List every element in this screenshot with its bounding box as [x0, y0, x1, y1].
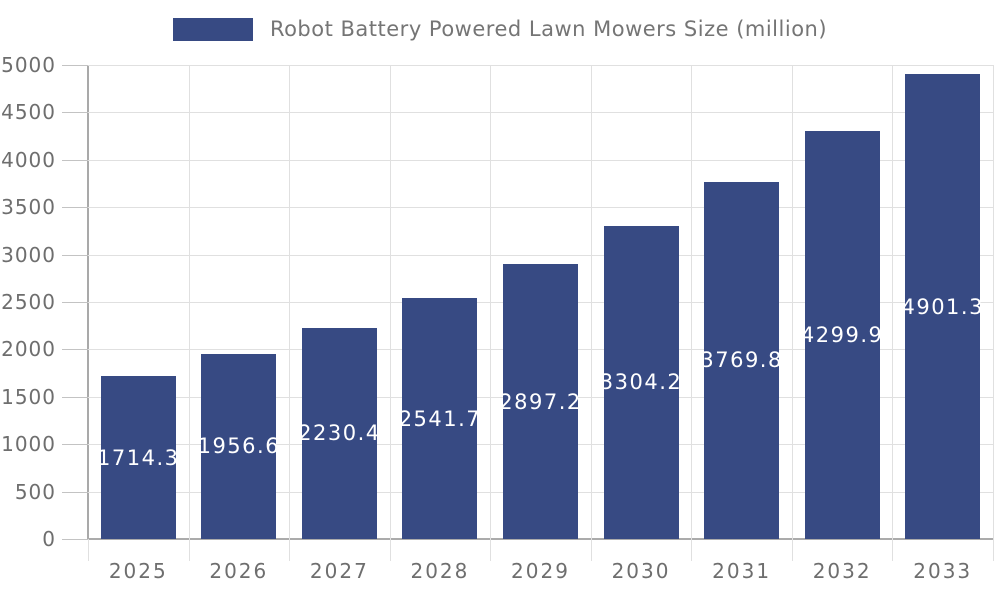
bar [905, 74, 981, 539]
x-axis-tick [590, 539, 592, 561]
y-axis-tick-label: 1000 [1, 432, 56, 457]
grid-line-vertical [791, 65, 793, 539]
x-axis-tick [892, 539, 894, 561]
bar-value-label: 2541.7 [398, 406, 482, 431]
y-axis-tick [62, 65, 88, 66]
grid-line-horizontal [88, 112, 993, 114]
x-axis-tick [691, 539, 693, 561]
x-axis-tick [490, 539, 492, 561]
bar [704, 181, 780, 539]
grid-line-vertical [188, 65, 190, 539]
x-axis-tick-label: 2029 [511, 559, 570, 583]
y-axis-tick-label: 4000 [1, 147, 56, 172]
grid-line-vertical [892, 65, 894, 539]
bar [402, 298, 478, 539]
bar-value-label: 2230.4 [298, 421, 381, 446]
bar [503, 264, 578, 539]
y-axis-tick-label: 4500 [1, 100, 56, 125]
bar-value-label: 1714.3 [97, 445, 180, 470]
y-axis-tick [62, 349, 88, 351]
grid-line-vertical [289, 65, 291, 539]
bar-value-label: 2897.2 [499, 389, 582, 414]
grid-line-vertical [993, 65, 994, 539]
y-axis-tick [62, 254, 88, 256]
grid-line-vertical [590, 65, 592, 539]
grid-line-vertical [691, 65, 693, 539]
x-axis-tick-label: 2031 [712, 559, 772, 583]
x-axis-tick-label: 2033 [913, 559, 973, 583]
y-axis-tick-label: 3500 [1, 195, 56, 220]
y-axis-tick [62, 159, 88, 161]
bar-value-label: 4299.9 [800, 323, 884, 348]
bar [804, 131, 880, 539]
grid-line-horizontal [88, 159, 993, 161]
grid-line-vertical [389, 65, 391, 539]
plot-area: 0 500 1000 1500 2000 2500 3000 3500 4000 4500 5000… [1, 53, 994, 583]
y-axis-tick [62, 539, 88, 540]
legend-label: Robot Battery Powered Lawn Mowers Size (… [269, 17, 828, 41]
bar-value-label: 4901.3 [901, 294, 984, 319]
x-axis-tick [791, 539, 793, 561]
x-axis-tick [993, 539, 994, 561]
y-axis-tick-label: 2000 [1, 337, 56, 362]
grid-line-horizontal [88, 65, 993, 66]
y-axis-tick-label: 0 [42, 527, 56, 551]
y-axis-tick [62, 302, 88, 303]
bar-value-label: 1956.6 [197, 434, 281, 459]
x-axis-line [87, 538, 993, 540]
bar [100, 376, 176, 539]
grid-line-vertical [490, 65, 492, 539]
x-axis-tick-label: 2027 [309, 559, 369, 583]
y-axis-tick-label: 2500 [1, 290, 56, 314]
y-axis-tick-label: 1500 [1, 384, 56, 409]
y-axis-tick-label: 3000 [1, 242, 56, 267]
x-axis-tick [188, 539, 190, 561]
x-axis-tick [88, 539, 89, 561]
x-axis-tick [289, 539, 291, 561]
bar [301, 327, 377, 539]
y-axis-tick [62, 207, 88, 209]
grid-line-horizontal [88, 207, 993, 209]
y-axis-tick [62, 396, 88, 398]
x-axis-tick-label: 2030 [611, 559, 671, 583]
y-axis-tick [62, 112, 88, 114]
y-axis-tick [62, 444, 88, 446]
legend-swatch-icon [172, 17, 253, 41]
x-axis-tick-label: 2032 [812, 559, 872, 583]
bar [201, 353, 277, 539]
grid-line-horizontal [88, 254, 993, 256]
y-axis-tick [62, 491, 88, 493]
bar [603, 225, 679, 539]
legend[interactable]: Robot Battery Powered Lawn Mowers Size (… [0, 17, 1000, 41]
x-axis-tick-label: 2026 [209, 559, 269, 583]
bar-value-label: 3304.2 [599, 370, 683, 395]
x-axis-tick-label: 2028 [410, 559, 470, 583]
x-axis-tick-label: 2025 [108, 559, 168, 583]
y-axis-tick-label: 5000 [1, 53, 56, 77]
bar-value-label: 3769.8 [700, 348, 783, 373]
y-axis-tick-label: 500 [14, 479, 56, 504]
x-axis-tick [389, 539, 391, 561]
